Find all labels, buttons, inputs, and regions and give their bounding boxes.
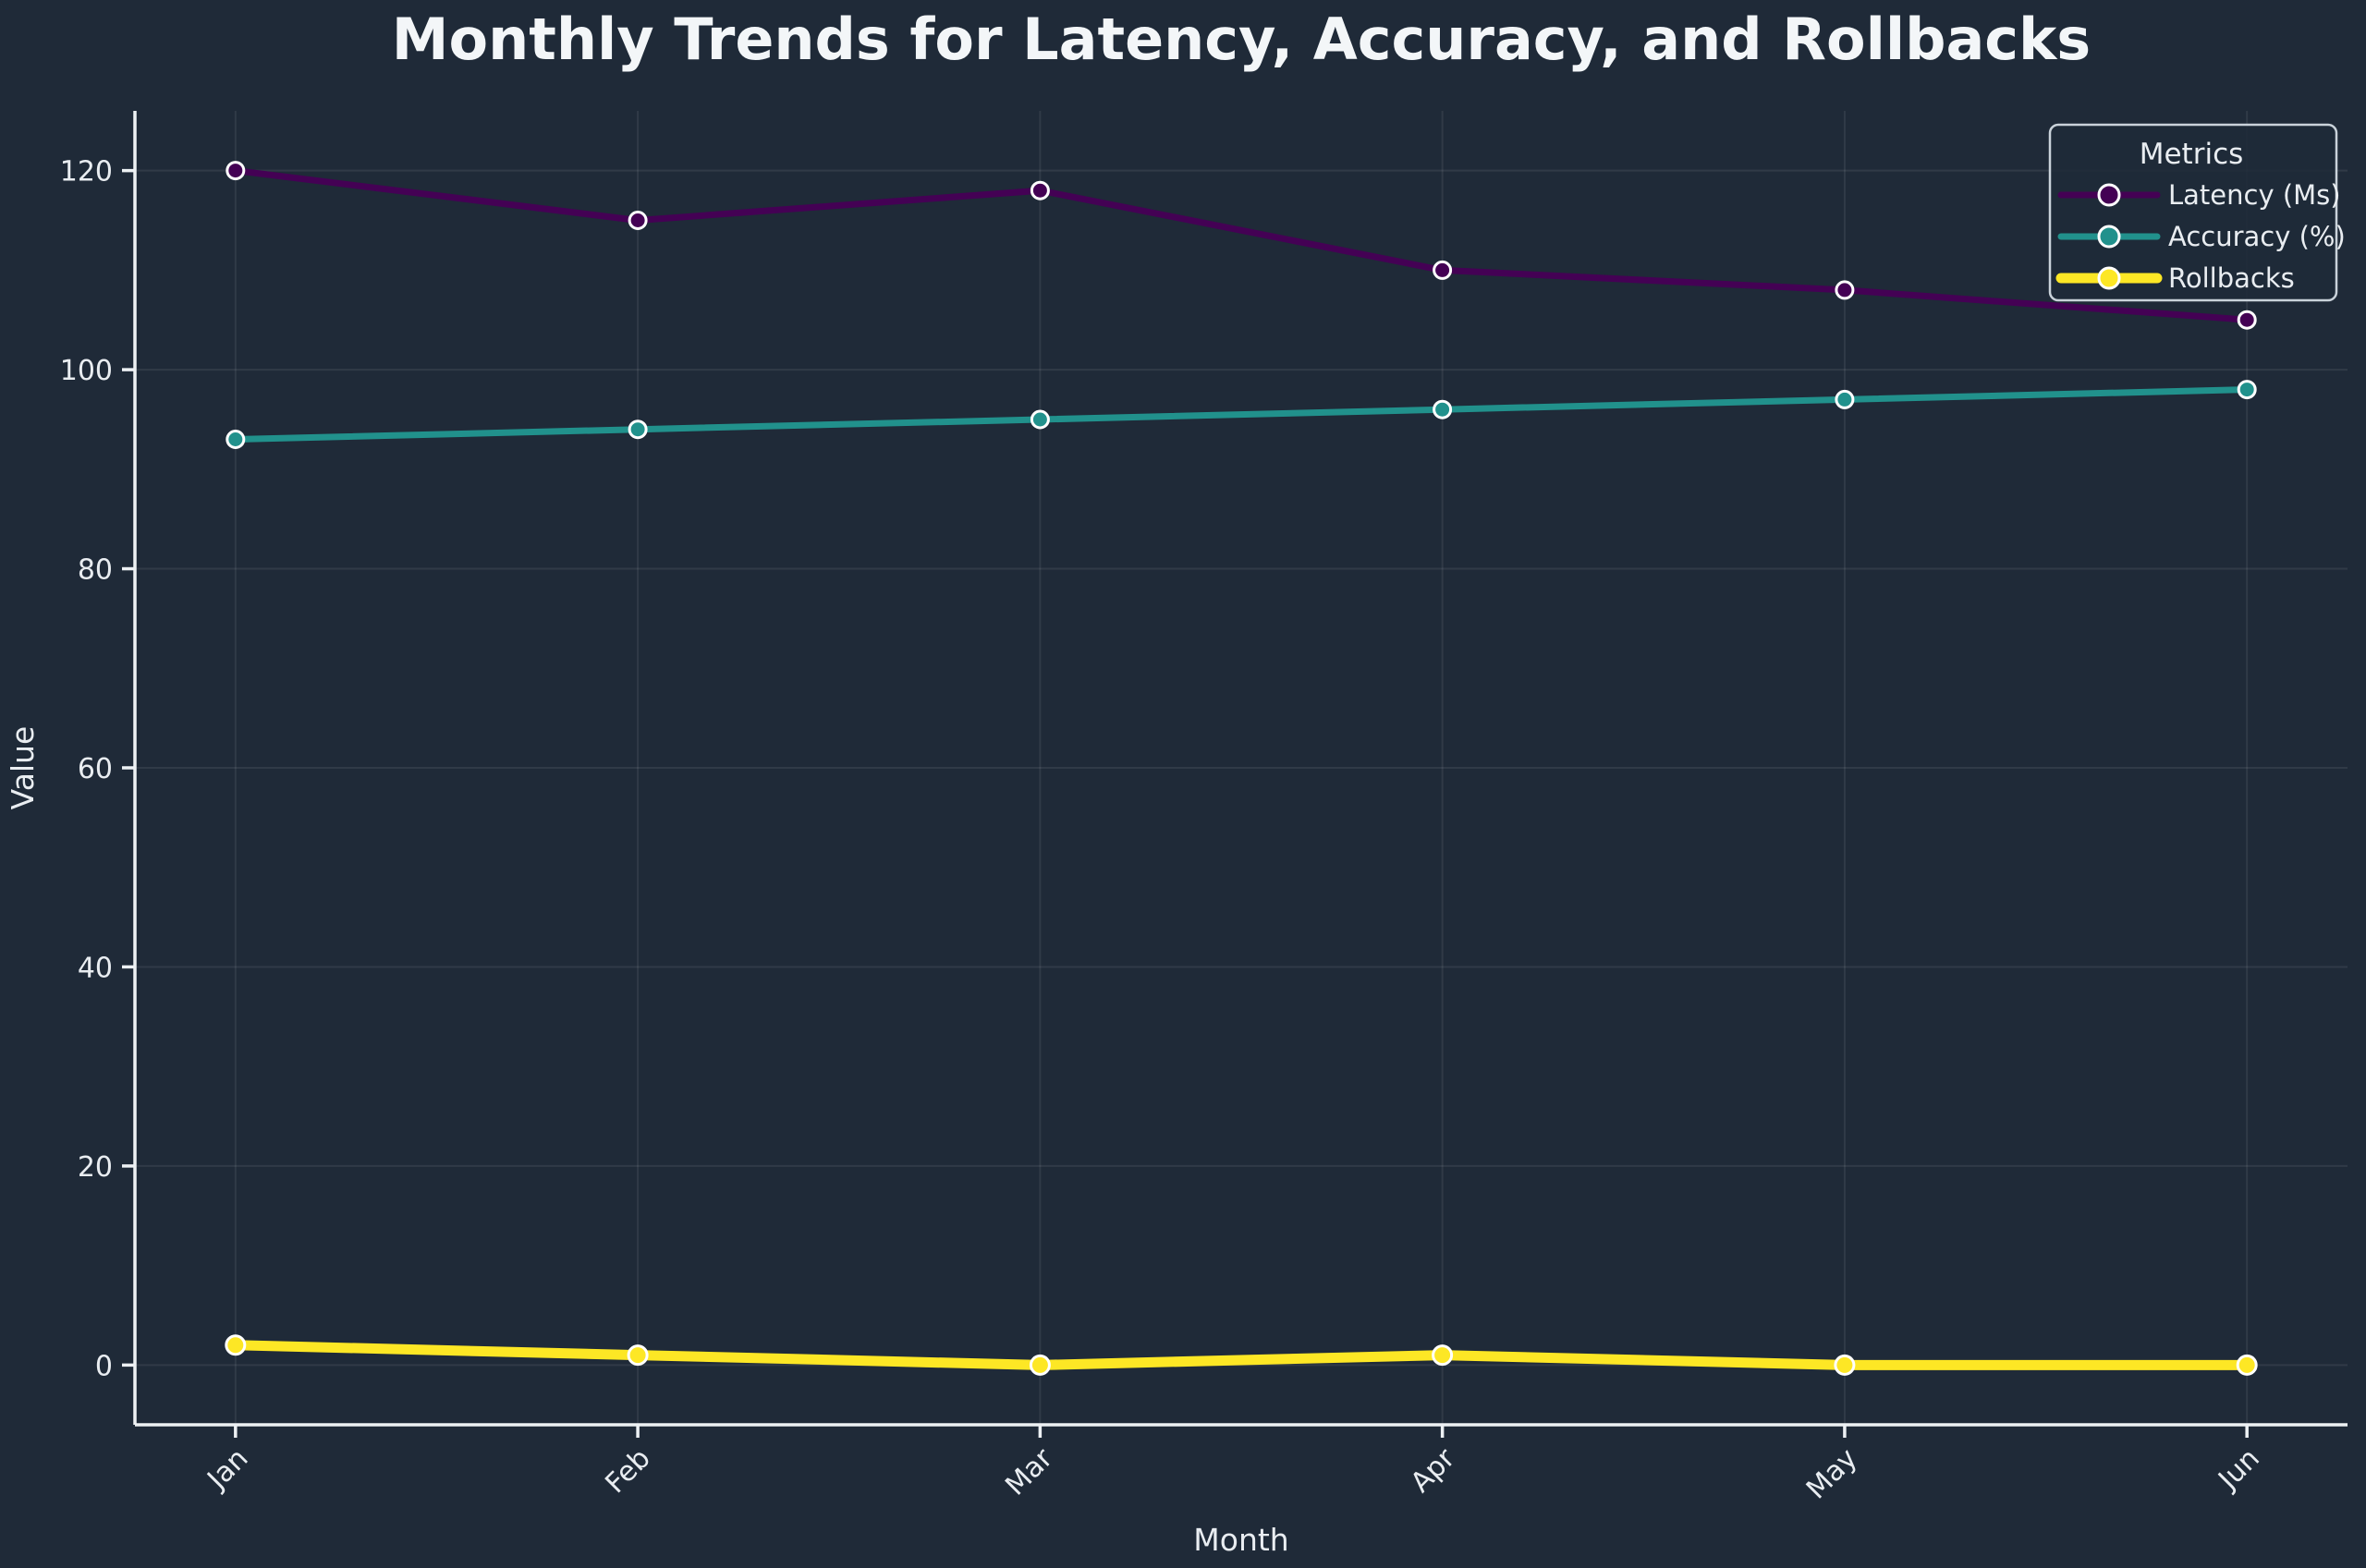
x-tick-label: Jan [201,1442,255,1497]
data-point-rollbacks-may [1834,1354,1856,1376]
data-point-accuracy-jan [226,430,246,449]
series-line-rollbacks [230,1340,2252,1370]
y-axis-label: Value [5,726,41,810]
data-point-latency-ms-jun [2237,310,2257,330]
legend-entry-accuracy: Accuracy (%) [2057,221,2346,252]
data-point-rollbacks-jun [2236,1354,2258,1376]
y-tick-label: 60 [78,753,113,785]
legend-sample-marker [2097,266,2121,290]
data-point-latency-ms-apr [1433,260,1453,280]
legend-title: Metrics [2140,138,2244,171]
y-tick-label: 20 [78,1151,113,1184]
data-point-accuracy-mar [1030,409,1050,430]
plot-area: 0 20 40 60 80 100 120 Jan Feb Mar Apr May Jun [60,111,2348,1506]
legend-entry-label: Rollbacks [2168,262,2295,294]
data-point-accuracy-apr [1433,399,1453,419]
chart-title: Monthly Trends for Latency, Accuracy, an… [392,6,2091,73]
y-tick-label: 80 [78,554,113,587]
legend-box [2048,123,2338,302]
data-point-rollbacks-apr [1432,1344,1454,1367]
data-point-rollbacks-mar [1029,1354,1051,1376]
legend: Metrics Latency (Ms) Accuracy (%) Rollbacks [2048,123,2346,302]
x-tick-label: Feb [599,1442,656,1500]
data-point-accuracy-jun [2237,380,2257,400]
x-tick-label: May [1800,1442,1864,1506]
x-axis-label: Month [1193,1522,1288,1558]
data-point-rollbacks-jan [225,1334,247,1356]
x-tick-label: Apr [1405,1441,1462,1499]
legend-entry-latency-ms: Latency (Ms) [2057,179,2341,211]
data-point-accuracy-may [1835,389,1855,409]
data-point-latency-ms-mar [1030,180,1050,201]
y-tick-label: 0 [95,1350,113,1382]
data-point-latency-ms-may [1835,280,1855,300]
series-line-latency-ms [232,167,2250,323]
y-tick-label: 40 [78,952,113,984]
x-tick-label: Jun [2212,1442,2266,1497]
data-point-accuracy-feb [628,419,648,440]
legend-sample-marker [2097,183,2121,207]
y-tick-label: 120 [60,156,113,188]
series-line-accuracy [232,386,2250,443]
legend-sample-marker [2097,225,2121,249]
data-point-latency-ms-feb [628,211,648,230]
legend-entry-label: Latency (Ms) [2168,179,2341,211]
y-tick-label: 100 [60,355,113,387]
x-tick-label: Mar [999,1441,1059,1501]
data-point-latency-ms-jan [226,161,246,181]
legend-entry-rollbacks: Rollbacks [2055,262,2295,294]
data-point-rollbacks-feb [627,1344,649,1367]
legend-entry-label: Accuracy (%) [2168,221,2346,252]
